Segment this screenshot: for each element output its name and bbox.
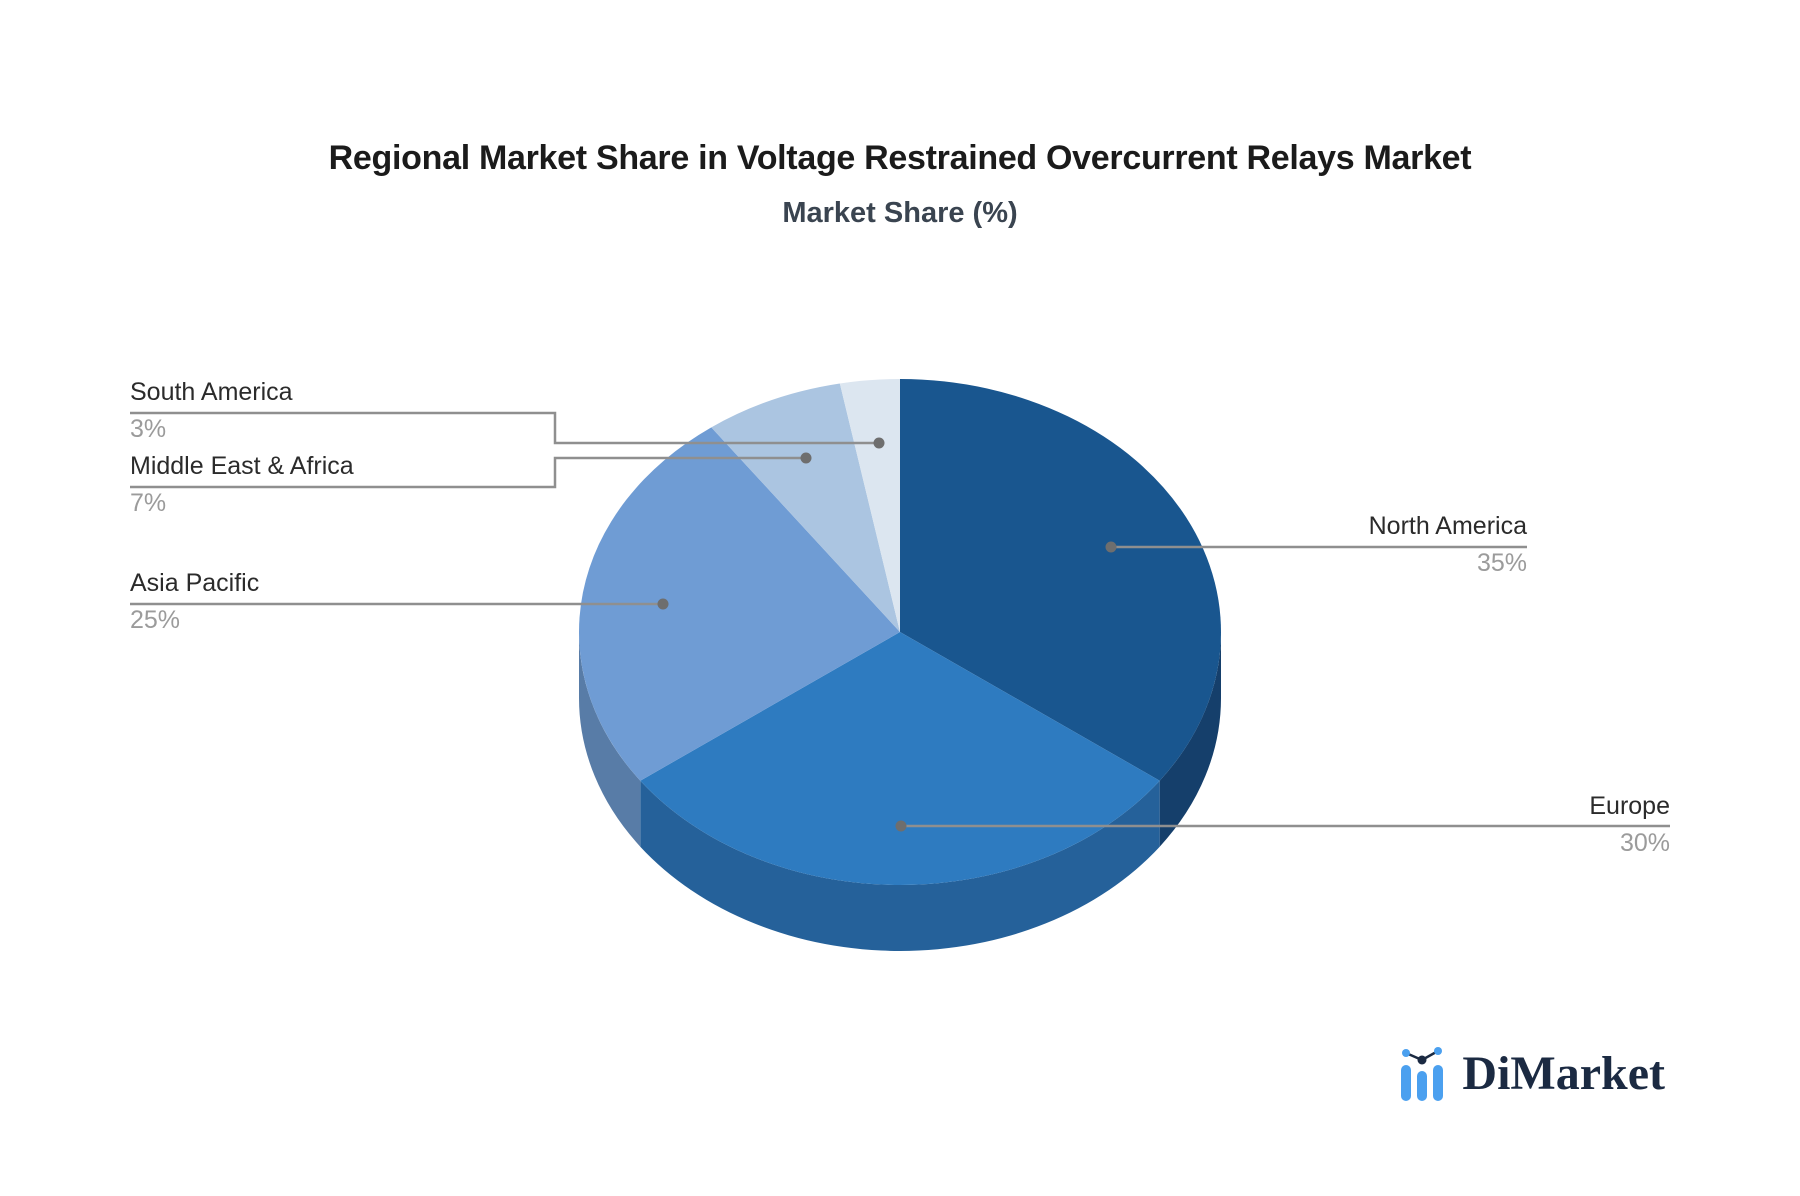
pie-side-asia-pacific xyxy=(579,632,641,847)
slice-value-middle-east-africa: 7% xyxy=(130,489,167,517)
callout-south-america: South America 3% xyxy=(130,377,293,444)
pie-slice-europe[interactable] xyxy=(640,632,1160,885)
slice-label-north-america: North America xyxy=(1368,512,1527,540)
pie-slice-north-america[interactable] xyxy=(900,379,1221,781)
logo-bar-1 xyxy=(1401,1065,1412,1101)
pie-side-north-america xyxy=(1159,632,1221,847)
dimarket-logo-icon xyxy=(1401,1047,1444,1101)
pie-slice-asia-pacific[interactable] xyxy=(579,427,900,781)
callout-dot-middle-east-africa xyxy=(800,452,812,464)
slice-value-north-america: 35% xyxy=(1476,549,1527,577)
logo-dot-middle xyxy=(1417,1055,1427,1065)
chart-title: Regional Market Share in Voltage Restrai… xyxy=(328,139,1472,177)
callout-line-middle-east-africa xyxy=(130,456,806,489)
callout-europe: Europe 30% xyxy=(1589,791,1670,858)
slice-label-asia-pacific: Asia Pacific xyxy=(130,569,260,597)
pie-side-europe xyxy=(640,780,1160,951)
slice-value-europe: 30% xyxy=(1619,829,1670,857)
slice-value-south-america: 3% xyxy=(130,415,167,443)
dimarket-logo-text: DiMarket xyxy=(1462,1047,1665,1100)
chart-subtitle: Market Share (%) xyxy=(782,197,1018,229)
logo-dot-left xyxy=(1402,1049,1411,1057)
pie-slice-middle-east-africa[interactable] xyxy=(711,383,900,632)
slice-label-europe: Europe xyxy=(1589,792,1670,820)
callout-dot-south-america xyxy=(873,437,885,449)
callout-north-america: North America 35% xyxy=(1369,511,1527,578)
logo-dot-right xyxy=(1434,1047,1443,1055)
callout-line-south-america xyxy=(130,411,879,445)
callout-dot-north-america xyxy=(1105,541,1117,553)
slice-value-asia-pacific: 25% xyxy=(130,606,181,634)
logo-bar-2 xyxy=(1417,1071,1428,1101)
logo-bar-3 xyxy=(1433,1065,1444,1101)
slice-label-middle-east-africa: Middle East & Africa xyxy=(130,452,354,480)
callout-asia-pacific: Asia Pacific 25% xyxy=(130,568,259,635)
callout-middle-east-africa: Middle East & Africa 7% xyxy=(130,451,354,518)
dimarket-logo: DiMarket xyxy=(1399,1042,1665,1106)
callout-dot-asia-pacific xyxy=(657,598,669,610)
slice-label-south-america: South America xyxy=(130,378,293,406)
callout-dot-europe xyxy=(895,820,907,832)
